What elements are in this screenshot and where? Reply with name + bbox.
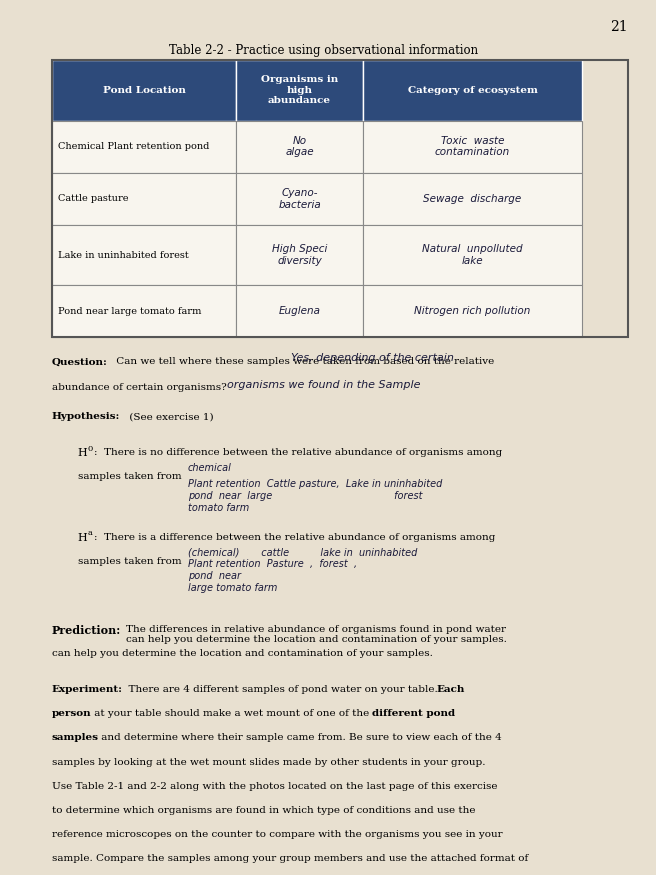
Text: 21: 21: [611, 20, 628, 34]
Text: Plant retention  Cattle pasture,  Lake in uninhabited: Plant retention Cattle pasture, Lake in …: [188, 479, 442, 489]
Text: H: H: [77, 448, 87, 458]
Bar: [52, 225, 236, 285]
Text: Organisms in
high
abundance: Organisms in high abundance: [261, 75, 338, 105]
Text: Chemical Plant retention pond: Chemical Plant retention pond: [58, 142, 210, 151]
Text: :  There is no difference between the relative abundance of organisms among: : There is no difference between the rel…: [94, 448, 502, 458]
Text: Pond Location: Pond Location: [102, 86, 186, 94]
Text: samples taken from: samples taken from: [77, 473, 181, 481]
Text: person: person: [52, 710, 91, 718]
Text: Yes, depending of the certain: Yes, depending of the certain: [291, 354, 454, 363]
Text: Toxic  waste
contamination: Toxic waste contamination: [435, 136, 510, 158]
Text: Prediction:: Prediction:: [52, 625, 121, 636]
Text: Use Table 2-1 and 2-2 along with the photos located on the last page of this exe: Use Table 2-1 and 2-2 along with the pho…: [52, 781, 497, 791]
Text: Euglena: Euglena: [279, 306, 321, 316]
Text: pond  near: pond near: [188, 571, 241, 581]
Text: Experiment:: Experiment:: [52, 685, 123, 694]
Text: There are 4 different samples of pond water on your table.: There are 4 different samples of pond wa…: [122, 685, 441, 694]
Text: Cyano-
bacteria: Cyano- bacteria: [278, 188, 321, 210]
Text: (See exercise 1): (See exercise 1): [126, 412, 214, 421]
Text: reference microscopes on the counter to compare with the organisms you see in yo: reference microscopes on the counter to …: [52, 830, 502, 839]
Text: samples by looking at the wet mount slides made by other students in your group.: samples by looking at the wet mount slid…: [52, 758, 485, 766]
Bar: [52, 172, 236, 225]
Bar: [236, 172, 363, 225]
Text: Table 2-2 - Practice using observational information: Table 2-2 - Practice using observational…: [169, 44, 478, 57]
Text: samples: samples: [52, 733, 99, 743]
Text: different pond: different pond: [372, 710, 455, 718]
Bar: [52, 60, 236, 121]
Text: The differences in relative abundance of organisms found in pond water
can help : The differences in relative abundance of…: [126, 625, 507, 644]
Text: Natural  unpolluted
lake: Natural unpolluted lake: [422, 244, 523, 266]
Bar: [363, 60, 582, 121]
Bar: [236, 60, 363, 121]
Text: Nitrogen rich pollution: Nitrogen rich pollution: [415, 306, 531, 316]
Text: (chemical)       cattle          lake in  uninhabited: (chemical) cattle lake in uninhabited: [188, 547, 417, 557]
Text: No
algae: No algae: [285, 136, 314, 158]
Bar: [236, 121, 363, 172]
Text: H: H: [77, 533, 87, 542]
Text: sample. Compare the samples among your group members and use the attached format: sample. Compare the samples among your g…: [52, 854, 528, 863]
Bar: [52, 60, 628, 338]
Text: organisms we found in the Sample: organisms we found in the Sample: [226, 380, 420, 390]
Text: can help you determine the location and contamination of your samples.: can help you determine the location and …: [52, 649, 433, 658]
Text: Pond near large tomato farm: Pond near large tomato farm: [58, 307, 201, 316]
Text: Lake in uninhabited forest: Lake in uninhabited forest: [58, 250, 189, 260]
Text: a: a: [87, 529, 92, 537]
Bar: [52, 285, 236, 338]
Text: High Speci
diversity: High Speci diversity: [272, 244, 327, 266]
Text: pond  near  large                                       forest: pond near large forest: [188, 491, 422, 500]
Text: Question:: Question:: [52, 358, 108, 367]
Text: 0: 0: [87, 445, 92, 453]
Text: and determine where their sample came from. Be sure to view each of the 4: and determine where their sample came fr…: [98, 733, 502, 743]
Text: :  There is a difference between the relative abundance of organisms among: : There is a difference between the rela…: [94, 533, 495, 542]
Bar: [52, 121, 236, 172]
Text: tomato farm: tomato farm: [188, 503, 249, 513]
Text: Sewage  discharge: Sewage discharge: [423, 194, 522, 204]
Text: abundance of certain organisms?: abundance of certain organisms?: [52, 383, 226, 392]
Text: Hypothesis:: Hypothesis:: [52, 412, 120, 421]
Text: large tomato farm: large tomato farm: [188, 584, 277, 593]
Bar: [363, 285, 582, 338]
Bar: [363, 121, 582, 172]
Text: Each: Each: [437, 685, 465, 694]
Bar: [363, 172, 582, 225]
Text: Plant retention  Pasture  ,  forest  ,: Plant retention Pasture , forest ,: [188, 559, 357, 569]
Bar: [236, 285, 363, 338]
Text: Can we tell where these samples were taken from based on the relative: Can we tell where these samples were tak…: [113, 358, 495, 367]
Text: to determine which organisms are found in which type of conditions and use the: to determine which organisms are found i…: [52, 806, 476, 815]
Text: Category of ecosystem: Category of ecosystem: [407, 86, 537, 94]
Bar: [236, 225, 363, 285]
Text: chemical: chemical: [188, 463, 232, 472]
Bar: [363, 225, 582, 285]
Text: samples taken from: samples taken from: [77, 556, 181, 566]
Text: Cattle pasture: Cattle pasture: [58, 194, 129, 203]
Text: at your table should make a wet mount of one of the: at your table should make a wet mount of…: [91, 710, 376, 718]
